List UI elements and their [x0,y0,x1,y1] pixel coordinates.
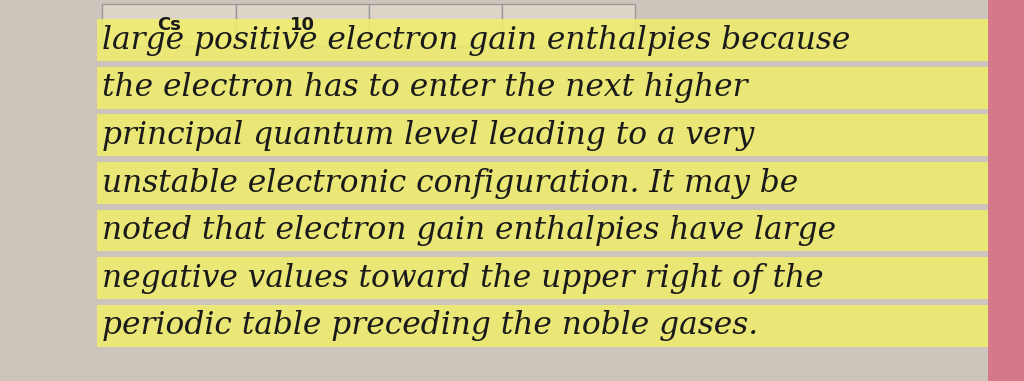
FancyBboxPatch shape [369,4,502,46]
Text: unstable electronic configuration. It may be: unstable electronic configuration. It ma… [102,168,799,199]
FancyBboxPatch shape [97,19,988,61]
FancyBboxPatch shape [988,0,1024,381]
FancyBboxPatch shape [97,162,988,204]
FancyBboxPatch shape [97,305,988,347]
FancyBboxPatch shape [102,4,236,46]
Text: principal quantum level leading to a very: principal quantum level leading to a ver… [102,120,755,151]
FancyBboxPatch shape [502,4,635,46]
Text: periodic table preceding the noble gases.: periodic table preceding the noble gases… [102,311,759,341]
FancyBboxPatch shape [97,114,988,156]
FancyBboxPatch shape [97,257,988,299]
Text: the electron has to enter the next higher: the electron has to enter the next highe… [102,72,748,103]
FancyBboxPatch shape [236,4,369,46]
Text: large positive electron gain enthalpies because: large positive electron gain enthalpies … [102,25,851,56]
Text: Cs: Cs [157,16,181,34]
Text: noted that electron gain enthalpies have large: noted that electron gain enthalpies have… [102,215,837,246]
FancyBboxPatch shape [97,210,988,251]
Text: negative values toward the upper right of the: negative values toward the upper right o… [102,263,824,294]
FancyBboxPatch shape [97,67,988,109]
Text: 10: 10 [290,16,314,34]
